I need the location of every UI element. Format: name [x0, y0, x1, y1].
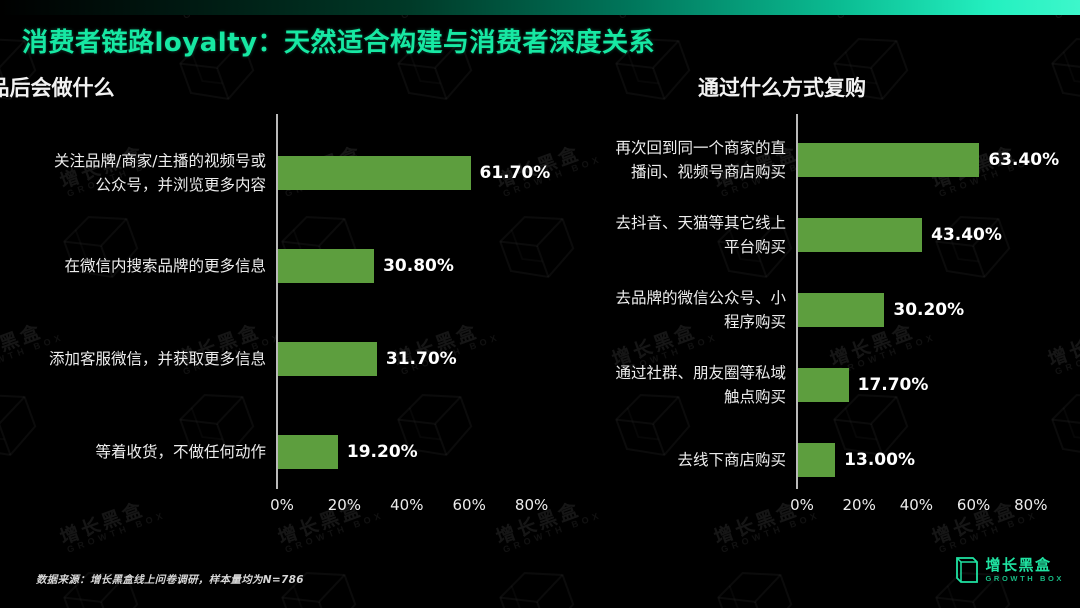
chart-panel-right: 通过什么方式复购 0% 20% 40% 60% 80% 再次回到同一个商家的直 播间、视…	[540, 64, 1080, 534]
bar-category-label: 去线下商店购买	[677, 450, 786, 469]
bar	[798, 442, 836, 477]
chart-title-left: 购买商品后会做什么	[0, 76, 115, 100]
bar-value-label: 13.00%	[844, 449, 915, 470]
bar-wrapper: 31.70%	[278, 341, 457, 376]
bar-row: 关注品牌/商家/主播的视频号或 公众号，并浏览更多内容 61.70%	[0, 126, 560, 219]
bar-wrapper: 17.70%	[798, 367, 929, 402]
bar-wrapper: 30.80%	[278, 248, 454, 283]
y-axis-line-left	[276, 114, 278, 489]
bar-wrapper: 63.40%	[798, 142, 1060, 177]
plot-area-left: 0% 20% 40% 60% 80% 关注品牌/商家/主播的视频号或 公众号，并浏览更多…	[0, 114, 560, 514]
bar-row: 添加客服微信，并获取更多信息 31.70%	[0, 312, 560, 405]
x-axis-tick: 20%	[327, 496, 362, 514]
x-axis-tick: 40%	[899, 496, 934, 514]
x-axis-left: 0% 20% 40% 60% 80%	[0, 496, 560, 522]
plot-area-right: 0% 20% 40% 60% 80% 再次回到同一个商家的直 播间、视频号商店购买 63.…	[540, 114, 1080, 514]
bar-value-label: 19.20%	[346, 441, 418, 462]
cube-outline-icon	[697, 545, 815, 608]
bar	[278, 155, 471, 190]
logo-wordmark: 增长黑盒 GROWTH BOX	[985, 555, 1065, 584]
bar-category-label: 去品牌的微信公众号、小 程序购买	[615, 288, 786, 331]
bar-wrapper: 19.20%	[278, 434, 418, 469]
bar	[798, 292, 885, 327]
bar	[798, 217, 923, 252]
bar-row: 再次回到同一个商家的直 播间、视频号商店购买 63.40%	[540, 122, 1080, 197]
bar-category-label: 关注品牌/商家/主播的视频号或 公众号，并浏览更多内容	[54, 151, 266, 194]
y-axis-line-right	[796, 114, 798, 489]
page-title: 消费者链路loyalty：天然适合构建与消费者深度关系	[22, 28, 656, 58]
bar	[278, 341, 377, 376]
logo-cn-text: 增长黑盒	[985, 555, 1052, 574]
bar-value-label: 63.40%	[988, 149, 1060, 170]
x-axis-tick: 40%	[390, 496, 424, 514]
bar	[798, 367, 849, 402]
bar-wrapper: 13.00%	[798, 442, 915, 477]
bar-category-label: 添加客服微信，并获取更多信息	[48, 349, 266, 368]
bar-category-label: 通过社群、朋友圈等私域 触点购买	[615, 363, 786, 406]
chart-panel-left: 购买商品后会做什么 0% 20% 40% 60% 80% 关注品牌/商家/主播的视频号或…	[0, 64, 560, 534]
bar-category-label: 去抖音、天猫等其它线上 平台购买	[615, 213, 786, 256]
brand-logo: 增长黑盒 GROWTH BOX	[955, 552, 1065, 588]
x-axis-tick: 0%	[270, 496, 294, 514]
bar-row: 在微信内搜索品牌的更多信息 30.80%	[0, 219, 560, 312]
x-axis-tick: 80%	[1014, 496, 1048, 514]
bar-value-label: 43.40%	[931, 224, 1002, 245]
chart-title-right: 通过什么方式复购	[698, 76, 866, 100]
cube-outline-icon	[479, 545, 597, 608]
bar-row: 等着收货，不做任何动作 19.20%	[0, 405, 560, 498]
bar-row: 去品牌的微信公众号、小 程序购买 30.20%	[540, 272, 1080, 347]
x-axis-tick: 60%	[956, 496, 991, 514]
bar-row: 通过社群、朋友圈等私域 触点购买 17.70%	[540, 347, 1080, 422]
bar-wrapper: 30.20%	[798, 292, 965, 327]
bar-value-label: 61.70%	[479, 162, 551, 183]
bar	[798, 142, 980, 177]
cube-box-icon	[955, 555, 979, 585]
x-axis-right: 0% 20% 40% 60% 80%	[540, 496, 1080, 522]
bar-value-label: 30.20%	[893, 299, 965, 320]
logo-en-text: GROWTH BOX	[985, 573, 1064, 583]
bar-category-label: 再次回到同一个商家的直 播间、视频号商店购买	[615, 138, 786, 181]
bar-category-label: 等着收货，不做任何动作	[95, 442, 266, 461]
bar-value-label: 30.80%	[383, 255, 454, 276]
x-axis-tick: 20%	[842, 496, 876, 514]
top-gradient-bar	[0, 0, 1080, 15]
bar-value-label: 31.70%	[385, 348, 457, 369]
bar-wrapper: 43.40%	[798, 217, 1002, 252]
bar-row: 去线下商店购买 13.00%	[540, 422, 1080, 497]
bar-category-label: 在微信内搜索品牌的更多信息	[64, 256, 266, 275]
x-axis-tick: 60%	[452, 496, 486, 514]
x-axis-tick: 80%	[514, 496, 549, 514]
source-note: 数据来源：增长黑盒线上问卷调研，样本量均为N=786	[36, 574, 304, 586]
bar-row: 去抖音、天猫等其它线上 平台购买 43.40%	[540, 197, 1080, 272]
bar-value-label: 17.70%	[857, 374, 929, 395]
x-axis-tick: 0%	[790, 496, 814, 514]
bar-wrapper: 61.70%	[278, 155, 551, 190]
bar	[278, 248, 375, 283]
bar	[278, 434, 338, 469]
